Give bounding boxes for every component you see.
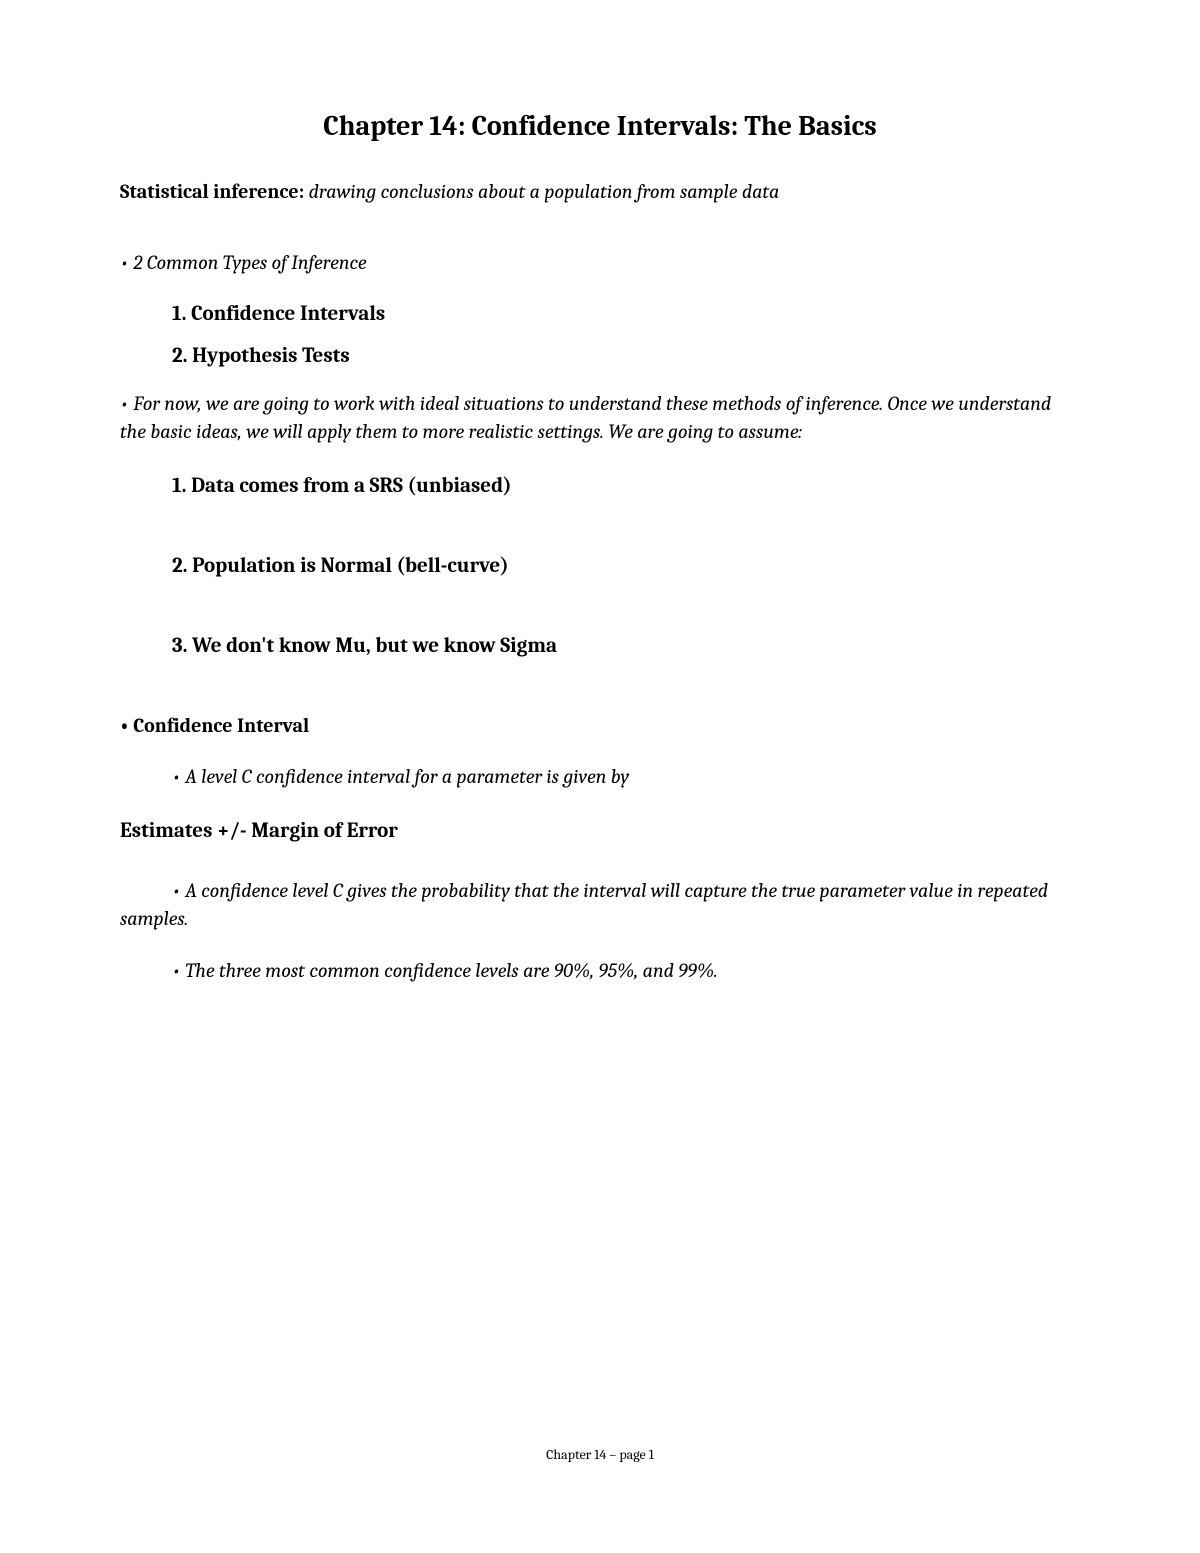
ideal-paragraph: • For now, we are going to work with ide…	[120, 390, 1080, 446]
types-header: • 2 Common Types of Inference	[120, 251, 1080, 274]
assumption-3: 3. We don't know Mu, but we know Sigma	[172, 634, 1080, 658]
type-item-1: 1. Confidence Intervals	[172, 302, 1080, 326]
assumption-2: 2. Population is Normal (bell-curve)	[172, 554, 1080, 578]
definition-line: Statistical inference: drawing conclusio…	[120, 180, 1080, 203]
document-page: Chapter 14: Confidence Intervals: The Ba…	[0, 0, 1200, 985]
estimates-line: Estimates +/- Margin of Error	[120, 819, 1080, 843]
ci-sub-bullet: • A level C confidence interval for a pa…	[172, 763, 1080, 791]
chapter-title: Chapter 14: Confidence Intervals: The Ba…	[120, 110, 1080, 142]
ci-heading: • Confidence Interval	[120, 714, 1080, 737]
ci-level-text: • A confidence level C gives the probabi…	[120, 879, 1048, 930]
ci-level-paragraph: • A confidence level C gives the probabi…	[120, 877, 1080, 933]
definition-term: Statistical inference:	[120, 180, 304, 203]
type-item-2: 2. Hypothesis Tests	[172, 344, 1080, 368]
assumption-1: 1. Data comes from a SRS (unbiased)	[172, 474, 1080, 498]
definition-text: drawing conclusions about a population f…	[309, 180, 780, 203]
page-footer: Chapter 14 – page 1	[0, 1446, 1200, 1463]
common-levels: • The three most common confidence level…	[172, 957, 1080, 985]
